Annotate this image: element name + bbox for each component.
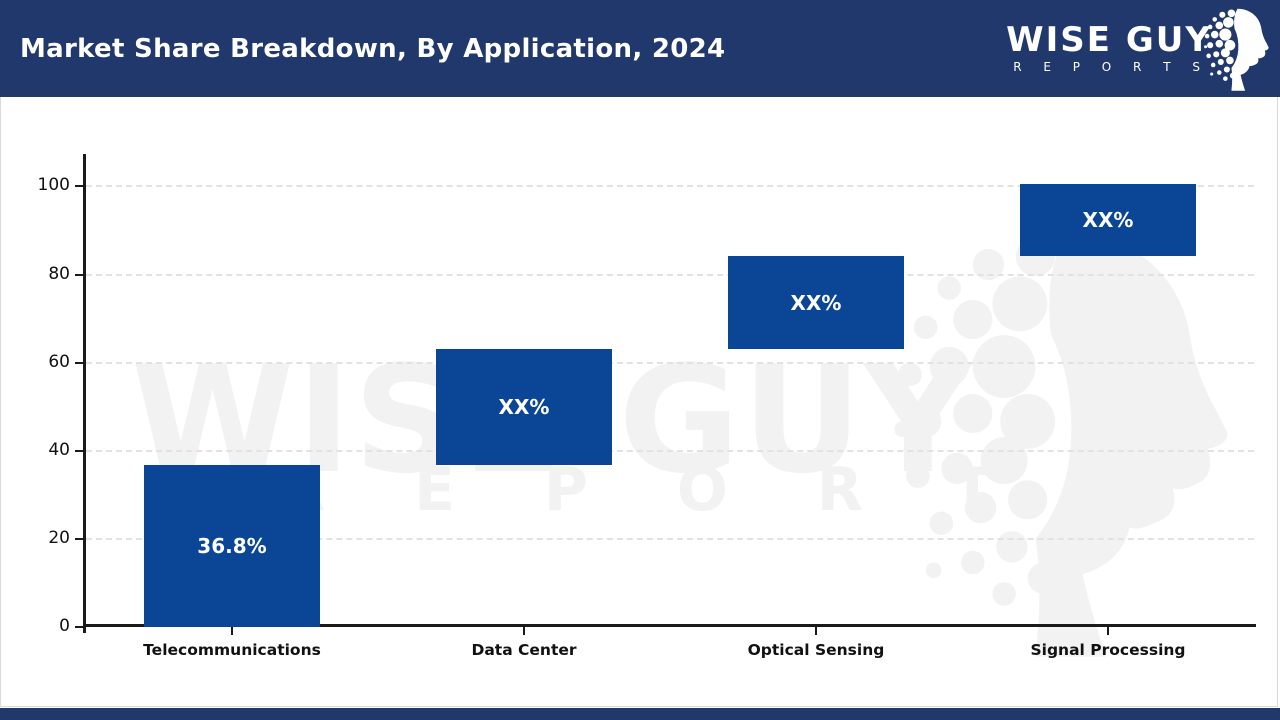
gridline — [86, 537, 1254, 540]
y-axis-tick — [75, 537, 83, 540]
x-axis-category-label: Optical Sensing — [747, 641, 885, 659]
y-axis-tick — [75, 361, 83, 364]
y-axis-tick-label: 20 — [48, 527, 70, 548]
footer-bar — [0, 708, 1280, 720]
y-axis-tick-label: 40 — [48, 439, 70, 460]
x-axis-tick — [815, 627, 817, 635]
logo-wordmark: WISE GUY — [1006, 20, 1212, 60]
x-axis-category-label: Signal Processing — [1030, 641, 1186, 659]
logo-subtitle: R E P O R T S — [1013, 60, 1209, 74]
bar-optical-sensing: XX% — [728, 256, 904, 349]
y-axis-tick — [75, 449, 83, 452]
chart-area: WISE GUY R E P O R T S 0 20 40 60 80 100 36.8%… — [0, 97, 1278, 707]
gridline — [86, 361, 1254, 364]
y-axis-tick — [75, 185, 83, 188]
y-axis-line — [83, 154, 86, 633]
x-axis-tick — [231, 627, 233, 635]
logo-head-icon — [1204, 8, 1269, 91]
y-axis-tick — [75, 273, 83, 276]
gridline — [86, 449, 1254, 452]
x-axis-tick — [523, 627, 525, 635]
x-axis-category-label: Telecommunications — [143, 641, 321, 659]
bar-value-label: XX% — [1082, 208, 1134, 233]
gridline — [86, 273, 1254, 276]
x-axis-tick — [1107, 627, 1109, 635]
bar-value-label: XX% — [790, 290, 842, 315]
logo-wordmark-block: WISE GUY R E P O R T S — [1006, 23, 1212, 74]
bar-value-label: XX% — [498, 394, 550, 419]
x-axis-line — [83, 624, 1256, 627]
brand-logo: WISE GUY R E P O R T S — [1006, 7, 1274, 91]
y-axis-tick-label: 0 — [59, 616, 70, 636]
x-axis-category-label: Data Center — [471, 641, 577, 659]
bar-telecommunications: 36.8% — [144, 464, 320, 627]
header-bar: Market Share Breakdown, By Application, … — [0, 0, 1280, 97]
bar-signal-processing: XX% — [1020, 184, 1196, 257]
page-title: Market Share Breakdown, By Application, … — [20, 33, 726, 64]
plot-area: 0 20 40 60 80 100 36.8% Telecommunications XX% Da… — [38, 154, 1256, 659]
y-axis-tick-label: 60 — [48, 351, 70, 372]
gridline — [86, 185, 1254, 188]
y-axis-tick-label: 80 — [48, 263, 70, 284]
y-axis-tick-label: 100 — [37, 175, 70, 196]
bar-value-label: 36.8% — [197, 533, 267, 558]
bar-data-center: XX% — [436, 348, 612, 465]
y-axis-tick — [75, 626, 83, 628]
